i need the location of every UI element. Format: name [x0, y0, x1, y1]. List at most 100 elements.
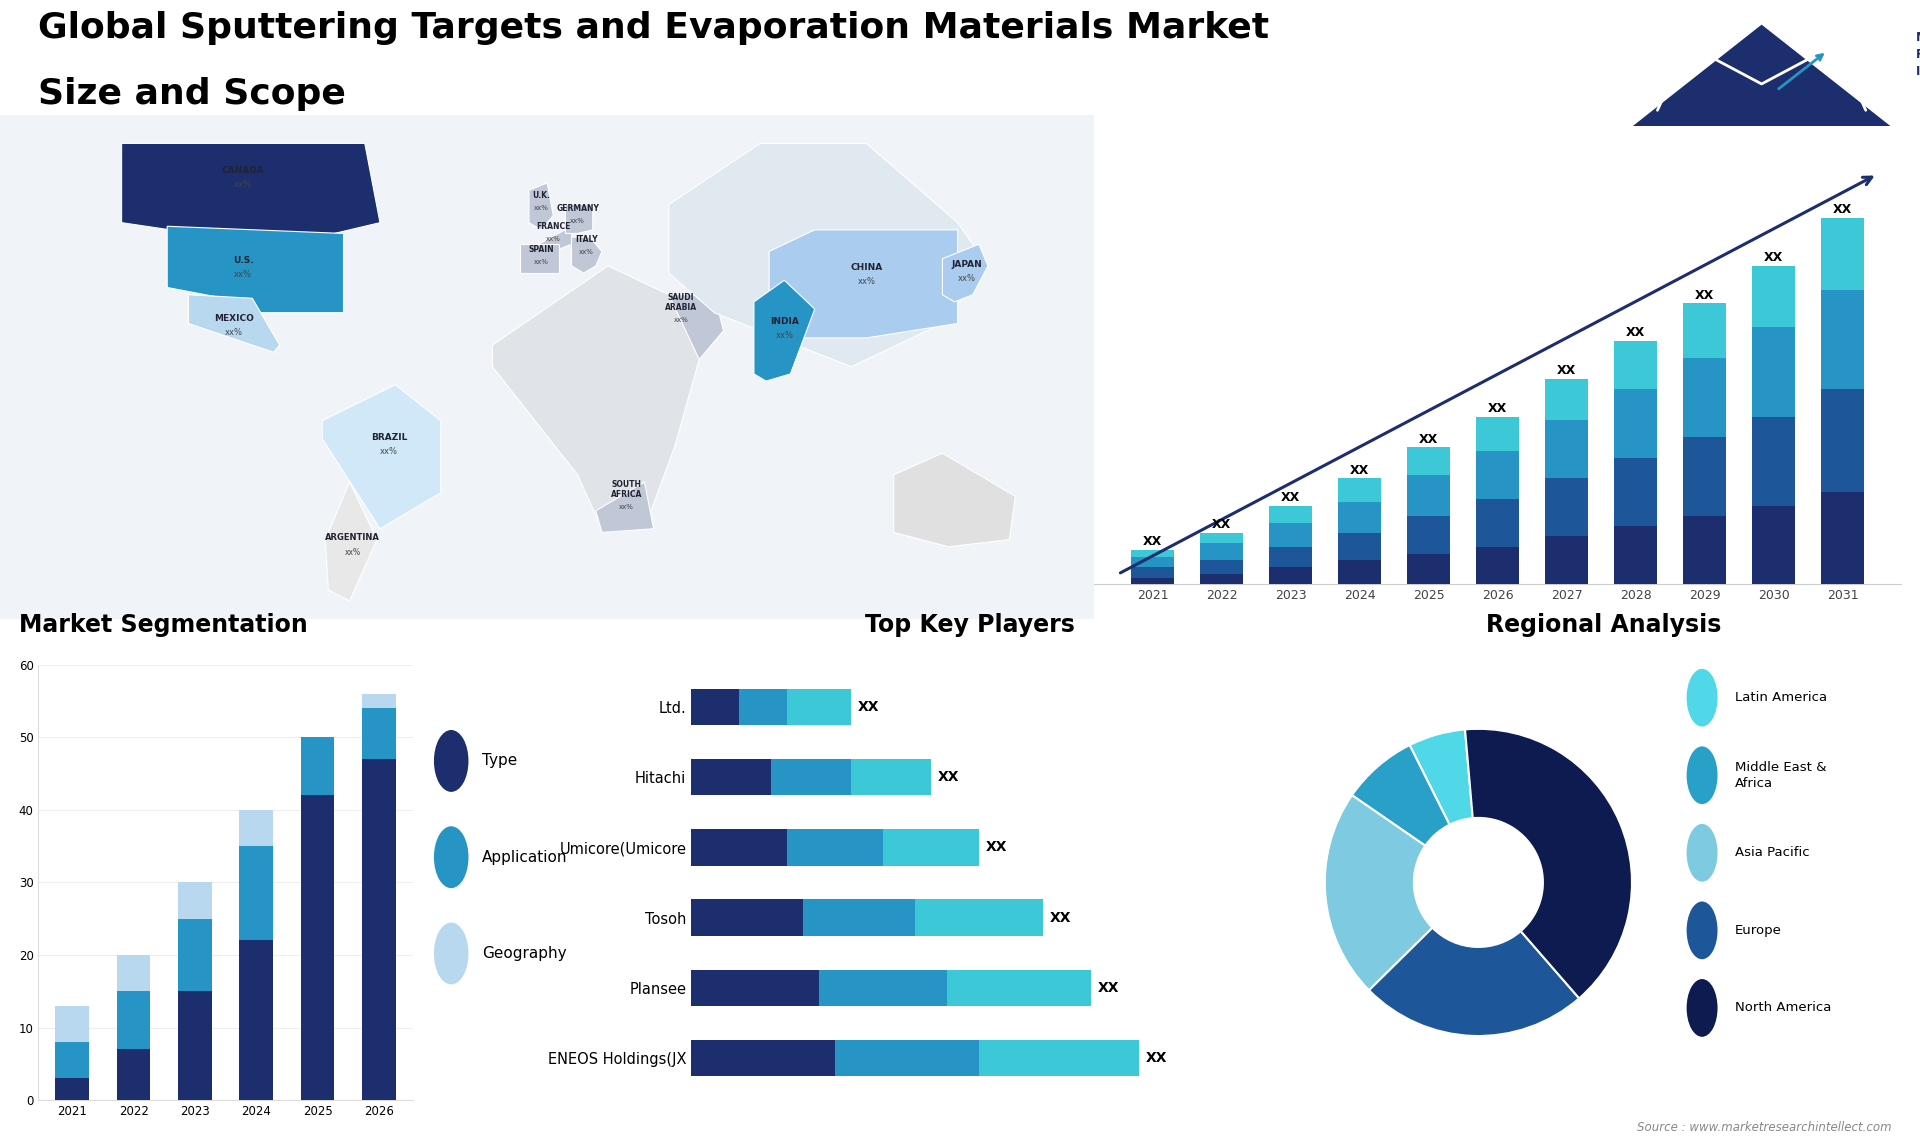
Text: Market Segmentation: Market Segmentation — [19, 613, 307, 636]
Text: XX: XX — [1350, 463, 1369, 477]
Bar — [1684, 359, 1726, 437]
Circle shape — [1686, 824, 1718, 881]
Bar — [916, 900, 1043, 936]
Text: MEXICO: MEXICO — [215, 314, 253, 323]
Bar — [117, 955, 150, 991]
Polygon shape — [324, 482, 376, 601]
Bar — [1131, 557, 1173, 567]
Polygon shape — [668, 143, 989, 367]
Text: xx%: xx% — [234, 180, 252, 189]
Text: ARGENTINA: ARGENTINA — [324, 534, 380, 542]
Bar — [1269, 505, 1311, 523]
Text: Type: Type — [482, 753, 516, 769]
Bar — [301, 795, 334, 1100]
Bar — [56, 1006, 88, 1042]
Text: XX: XX — [1557, 364, 1576, 377]
Bar — [117, 1050, 150, 1100]
Text: Geography: Geography — [482, 945, 566, 961]
Bar — [1753, 266, 1795, 328]
Bar — [820, 970, 947, 1006]
Bar — [1822, 290, 1864, 390]
Bar — [883, 829, 979, 865]
Text: XX: XX — [937, 770, 960, 784]
Polygon shape — [595, 482, 653, 533]
Text: CANADA: CANADA — [223, 166, 265, 175]
Bar — [772, 759, 851, 795]
Text: BRAZIL: BRAZIL — [371, 433, 407, 441]
Text: FRANCE: FRANCE — [536, 222, 570, 231]
Text: INDIA: INDIA — [770, 317, 799, 327]
Text: XX: XX — [1281, 490, 1300, 504]
Bar — [117, 991, 150, 1050]
Text: xx%: xx% — [534, 205, 549, 211]
Bar — [739, 689, 787, 725]
Wedge shape — [1465, 729, 1632, 998]
Text: XX: XX — [1146, 1051, 1167, 1065]
Text: xx%: xx% — [570, 218, 586, 223]
Text: SOUTH
AFRICA: SOUTH AFRICA — [611, 480, 641, 500]
Bar — [1753, 416, 1795, 505]
Wedge shape — [1409, 729, 1473, 825]
Text: XX: XX — [1098, 981, 1119, 995]
Polygon shape — [572, 237, 603, 273]
Bar — [1407, 554, 1450, 584]
Text: JAPAN: JAPAN — [950, 260, 983, 269]
Bar — [1200, 543, 1242, 560]
Bar — [787, 829, 883, 865]
Text: SPAIN: SPAIN — [528, 245, 555, 254]
Wedge shape — [1352, 745, 1450, 846]
Text: xx%: xx% — [380, 447, 397, 456]
Text: U.S.: U.S. — [232, 257, 253, 265]
Text: XX: XX — [1142, 535, 1162, 549]
Text: xx%: xx% — [545, 236, 561, 242]
Bar — [803, 900, 916, 936]
Bar — [179, 882, 211, 919]
Text: Europe: Europe — [1736, 924, 1782, 937]
Text: XX: XX — [1050, 911, 1071, 925]
Bar — [1200, 560, 1242, 574]
Bar — [1407, 447, 1450, 474]
Text: XX: XX — [1695, 289, 1715, 301]
Bar — [835, 1039, 979, 1076]
Bar — [691, 970, 820, 1006]
Polygon shape — [1628, 25, 1895, 131]
Polygon shape — [188, 295, 280, 352]
Polygon shape — [770, 230, 958, 338]
Text: Latin America: Latin America — [1736, 691, 1828, 704]
Text: xx%: xx% — [534, 259, 549, 266]
Text: XX: XX — [858, 700, 879, 714]
Bar — [1546, 379, 1588, 419]
Text: xx%: xx% — [858, 277, 876, 286]
Text: XX: XX — [1488, 402, 1507, 415]
Bar — [56, 1042, 88, 1078]
Bar — [301, 737, 334, 795]
Bar — [979, 1039, 1139, 1076]
Circle shape — [434, 923, 468, 984]
Bar — [1822, 492, 1864, 584]
Polygon shape — [755, 281, 814, 382]
Bar — [1753, 328, 1795, 416]
Polygon shape — [893, 453, 1016, 547]
Text: xx%: xx% — [674, 317, 689, 323]
Bar — [179, 991, 211, 1100]
Bar — [363, 759, 396, 1100]
Bar — [1338, 502, 1380, 533]
Bar — [1546, 478, 1588, 536]
Polygon shape — [532, 226, 572, 251]
Bar — [1131, 567, 1173, 578]
Text: xx%: xx% — [776, 331, 793, 340]
Text: North America: North America — [1736, 1002, 1832, 1014]
Bar — [1615, 526, 1657, 584]
Polygon shape — [492, 266, 699, 528]
Bar — [691, 829, 787, 865]
Text: CHINA: CHINA — [851, 264, 883, 273]
Polygon shape — [520, 244, 559, 273]
Text: Size and Scope: Size and Scope — [38, 77, 346, 111]
Bar — [1407, 474, 1450, 516]
Wedge shape — [1325, 795, 1432, 990]
Text: Middle East &
Africa: Middle East & Africa — [1736, 761, 1826, 790]
Bar — [1269, 547, 1311, 567]
Bar — [1546, 419, 1588, 478]
Text: MARKET
RESEARCH
INTELLECT: MARKET RESEARCH INTELLECT — [1916, 31, 1920, 78]
Bar — [1131, 578, 1173, 584]
